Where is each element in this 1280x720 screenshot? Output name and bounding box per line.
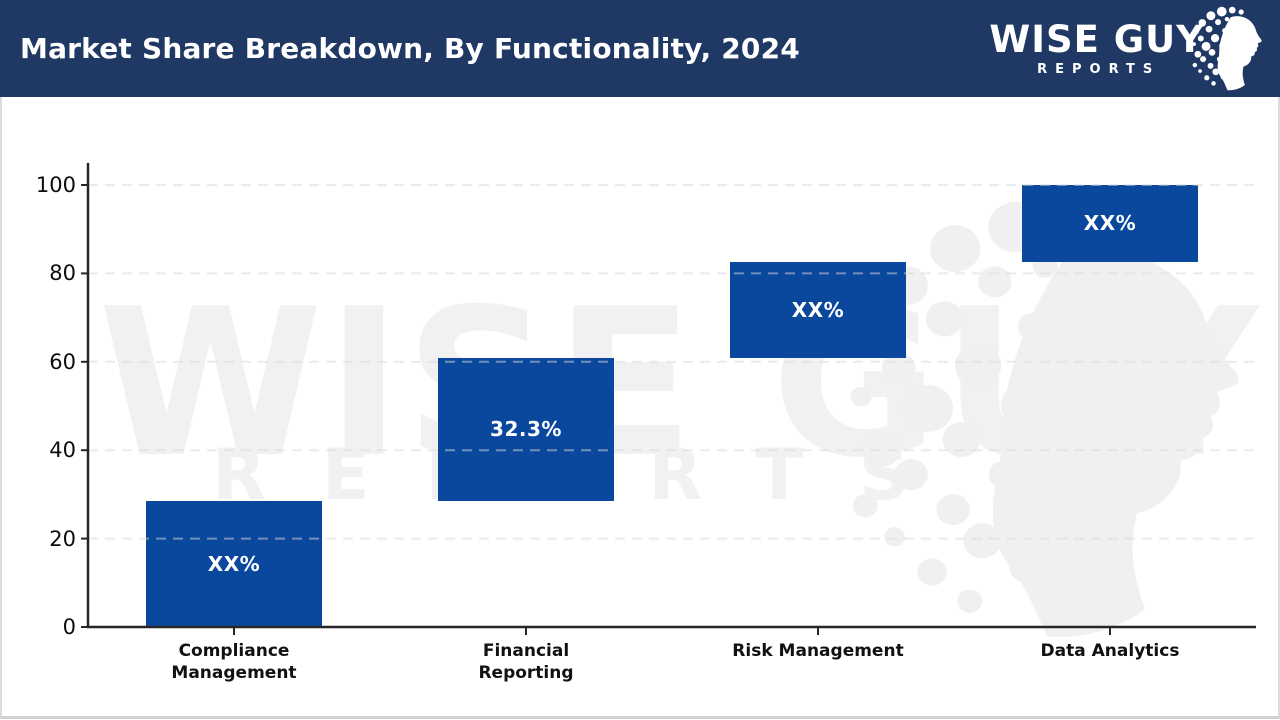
category-label-compliance-management: Compliance Management [171, 641, 297, 683]
bar-risk-management: XX% [730, 261, 906, 358]
ytick-label: 80 [49, 261, 76, 286]
logo-head-icon [1192, 6, 1262, 90]
bar-value-label: 32.3% [490, 417, 562, 442]
bar-value-label: XX% [791, 297, 845, 322]
category-label-financial-reporting: Financial Reporting [478, 641, 574, 683]
wise-guy-reports-logo: WISE GUY REPORTS [989, 6, 1280, 92]
bar-financial-reporting: 32.3% [438, 357, 614, 501]
ytick-label: 100 [35, 173, 76, 197]
logo-wordmark: WISE GUY [989, 17, 1204, 61]
ytick-label: 0 [62, 615, 76, 639]
logo-text: WISE GUY REPORTS [989, 21, 1204, 77]
logo-tagline: REPORTS [1037, 61, 1161, 77]
ytick-label: 20 [49, 526, 76, 551]
category-label-risk-management: Risk Management [732, 641, 904, 661]
header: Market Share Breakdown, By Functionality… [0, 0, 1280, 97]
bar-value-label: XX% [1083, 211, 1137, 236]
ytick-label: 60 [49, 349, 76, 374]
page-title: Market Share Breakdown, By Functionality… [20, 32, 800, 65]
bar-compliance-management: XX% [146, 500, 322, 627]
ytick-label: 40 [49, 438, 76, 463]
category-label-data-analytics: Data Analytics [1040, 641, 1180, 661]
bar-value-label: XX% [207, 551, 261, 576]
bar-data-analytics: XX% [1022, 185, 1198, 262]
